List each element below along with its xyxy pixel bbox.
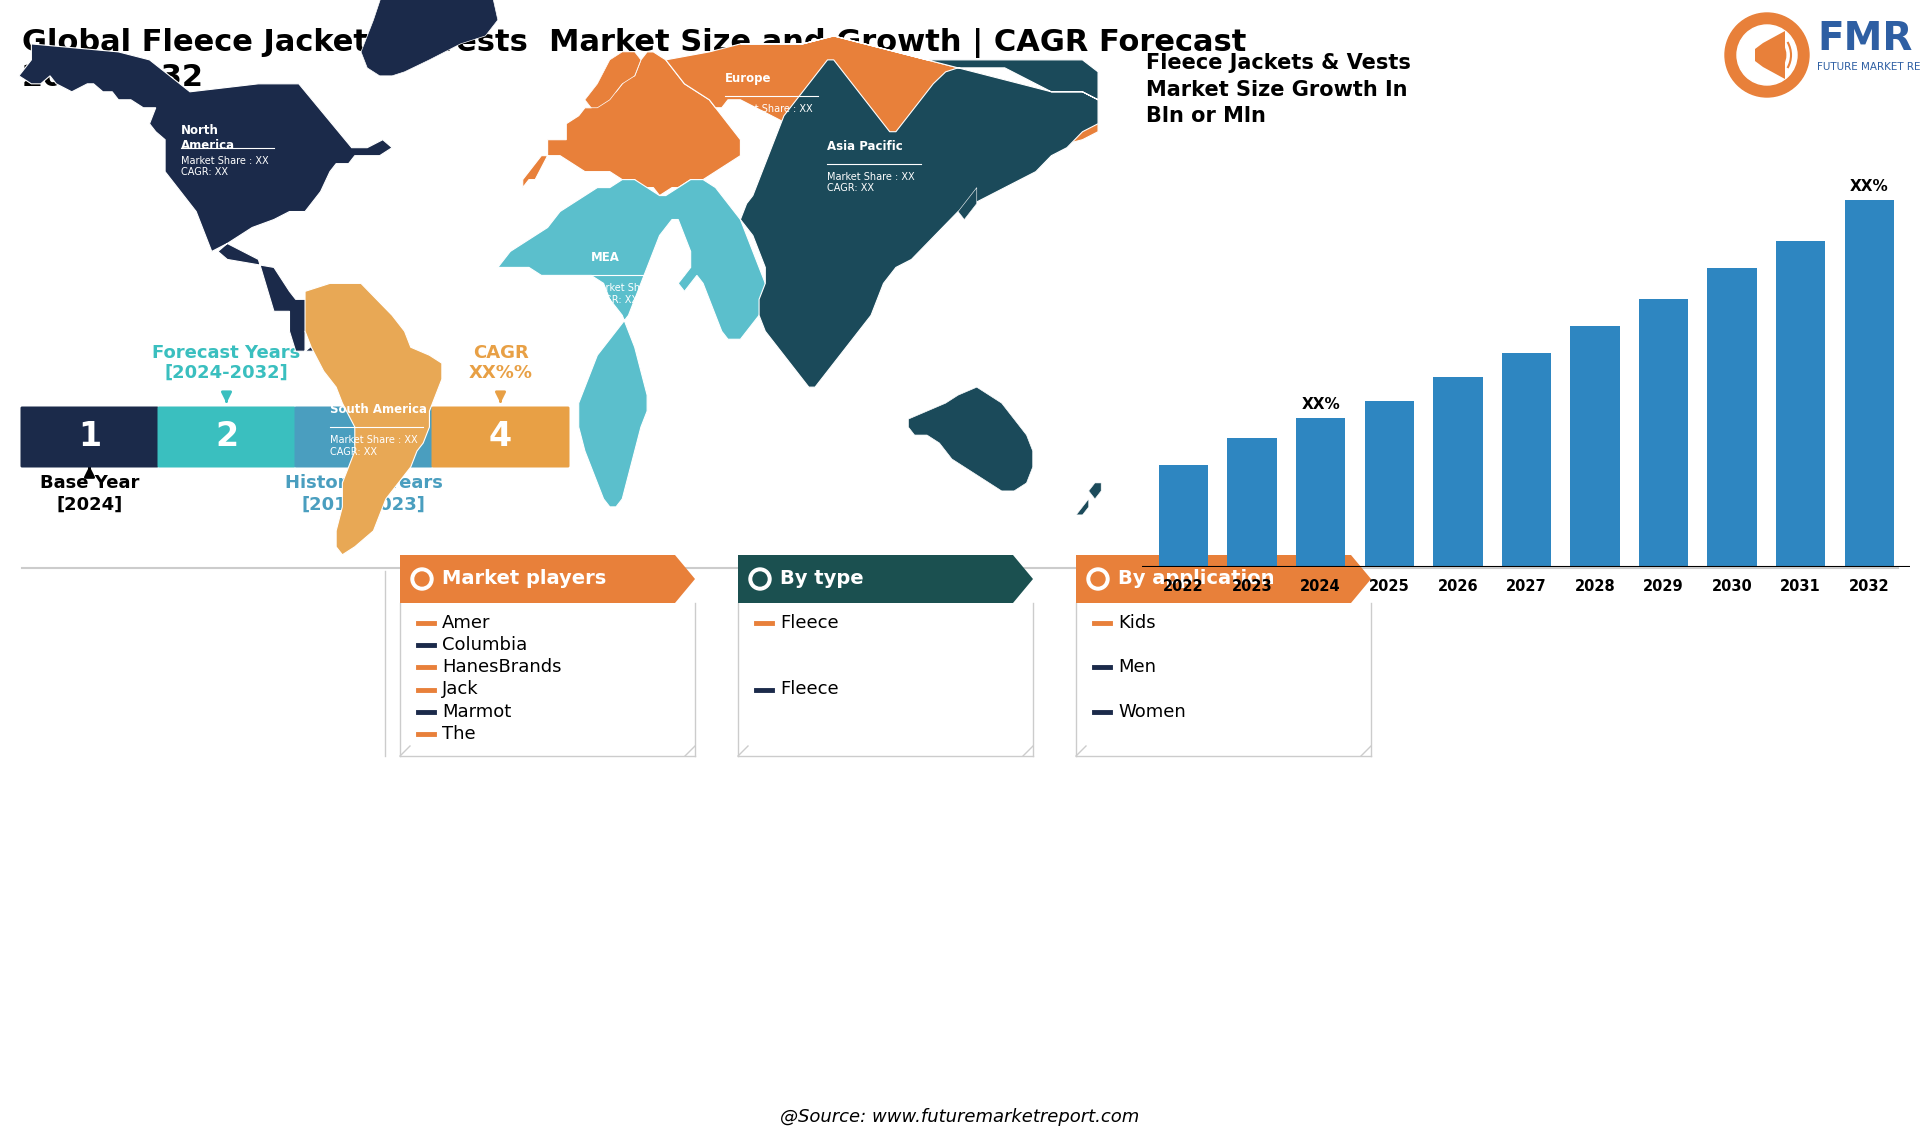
Circle shape xyxy=(753,572,766,586)
Bar xyxy=(1365,401,1413,567)
Text: Fleece Jackets & Vests
Market Size Growth In
Bln or Mln: Fleece Jackets & Vests Market Size Growt… xyxy=(1146,53,1411,126)
Polygon shape xyxy=(361,0,497,76)
Text: Amer: Amer xyxy=(442,614,490,631)
Circle shape xyxy=(1738,25,1797,85)
Bar xyxy=(1227,438,1277,567)
FancyBboxPatch shape xyxy=(157,407,296,468)
Circle shape xyxy=(1724,13,1809,97)
Text: By application: By application xyxy=(1117,570,1275,589)
Polygon shape xyxy=(305,283,442,555)
Bar xyxy=(1160,465,1208,567)
Circle shape xyxy=(415,572,428,586)
Polygon shape xyxy=(1755,31,1786,79)
Text: 2027: 2027 xyxy=(1505,579,1548,594)
FancyBboxPatch shape xyxy=(21,407,159,468)
Text: Marmot: Marmot xyxy=(442,702,511,721)
Bar xyxy=(1707,268,1757,567)
Text: 2022: 2022 xyxy=(1164,579,1204,594)
Text: [2024]: [2024] xyxy=(56,496,123,515)
Text: [2024-2032]: [2024-2032] xyxy=(165,364,288,382)
Polygon shape xyxy=(666,36,1098,204)
Text: XX%: XX% xyxy=(1849,179,1889,194)
Text: 2029: 2029 xyxy=(1644,579,1684,594)
Text: Women: Women xyxy=(1117,702,1187,721)
Text: 2032: 2032 xyxy=(1849,579,1889,594)
Text: Europe: Europe xyxy=(726,72,772,85)
Text: 2031: 2031 xyxy=(1780,579,1820,594)
Text: FUTURE MARKET REPORT: FUTURE MARKET REPORT xyxy=(1816,62,1920,72)
Bar xyxy=(1501,353,1551,567)
Text: 3: 3 xyxy=(351,421,374,454)
Text: The: The xyxy=(442,724,476,743)
Text: Fleece: Fleece xyxy=(780,681,839,699)
Text: [2018-2023]: [2018-2023] xyxy=(301,496,426,515)
Text: MEA: MEA xyxy=(591,251,620,265)
Text: North
America: North America xyxy=(180,124,234,151)
Text: Global Fleece Jackets & Vests  Market Size and Growth | CAGR Forecast: Global Fleece Jackets & Vests Market Siz… xyxy=(21,28,1246,58)
Polygon shape xyxy=(908,387,1033,490)
Circle shape xyxy=(1091,572,1106,586)
Text: Market Share : XX
CAGR: XX: Market Share : XX CAGR: XX xyxy=(180,156,269,178)
Polygon shape xyxy=(1089,482,1102,499)
Text: Columbia: Columbia xyxy=(442,636,528,654)
Polygon shape xyxy=(522,52,741,196)
Bar xyxy=(1432,377,1482,567)
Polygon shape xyxy=(958,188,977,220)
Text: HanesBrands: HanesBrands xyxy=(442,658,561,676)
Text: Fleece: Fleece xyxy=(780,614,839,631)
Text: Market Share : XX
CAGR: XX: Market Share : XX CAGR: XX xyxy=(591,283,680,305)
Text: Market Share : XX
CAGR: XX: Market Share : XX CAGR: XX xyxy=(828,172,916,194)
Text: Jack: Jack xyxy=(442,681,478,699)
Text: Base Year: Base Year xyxy=(40,474,138,492)
Text: By type: By type xyxy=(780,570,864,589)
Text: Kids: Kids xyxy=(1117,614,1156,631)
Circle shape xyxy=(749,568,772,590)
Text: 1: 1 xyxy=(79,421,102,454)
Bar xyxy=(1640,299,1688,567)
Bar xyxy=(1296,417,1346,567)
Polygon shape xyxy=(19,44,392,351)
Text: 4: 4 xyxy=(490,421,513,454)
Text: FMR: FMR xyxy=(1816,19,1912,58)
Polygon shape xyxy=(586,52,641,108)
FancyBboxPatch shape xyxy=(432,407,570,468)
Text: Market Share : XX
CAGR: XX: Market Share : XX CAGR: XX xyxy=(330,435,417,456)
Text: 2024-2032: 2024-2032 xyxy=(21,63,204,92)
Polygon shape xyxy=(497,180,766,507)
Text: XX%%: XX%% xyxy=(468,364,532,382)
Bar xyxy=(1776,241,1826,567)
Text: 2025: 2025 xyxy=(1369,579,1409,594)
Text: 2: 2 xyxy=(215,421,238,454)
Text: Forecast Years: Forecast Years xyxy=(152,344,301,362)
Text: 2026: 2026 xyxy=(1438,579,1478,594)
Circle shape xyxy=(411,568,434,590)
Polygon shape xyxy=(399,555,695,603)
Polygon shape xyxy=(737,555,1033,603)
Polygon shape xyxy=(1077,499,1089,515)
Text: XX%: XX% xyxy=(1302,397,1340,411)
Polygon shape xyxy=(1075,555,1371,603)
Text: Historical Years: Historical Years xyxy=(284,474,442,492)
Text: @Source: www.futuremarketreport.com: @Source: www.futuremarketreport.com xyxy=(780,1108,1140,1127)
Bar xyxy=(1571,325,1620,567)
Circle shape xyxy=(1087,568,1110,590)
Polygon shape xyxy=(741,36,1098,387)
Text: Market Share : XX
CAGR: XX: Market Share : XX CAGR: XX xyxy=(726,104,812,125)
Text: South America: South America xyxy=(330,403,426,416)
Bar xyxy=(1845,201,1893,567)
FancyBboxPatch shape xyxy=(294,407,432,468)
Text: CAGR: CAGR xyxy=(472,344,528,362)
Text: Market players: Market players xyxy=(442,570,607,589)
Text: Men: Men xyxy=(1117,658,1156,676)
Text: 2028: 2028 xyxy=(1574,579,1615,594)
Text: 2023: 2023 xyxy=(1233,579,1273,594)
Text: Asia Pacific: Asia Pacific xyxy=(828,140,902,152)
Text: 2030: 2030 xyxy=(1713,579,1753,594)
Text: 2024: 2024 xyxy=(1300,579,1340,594)
